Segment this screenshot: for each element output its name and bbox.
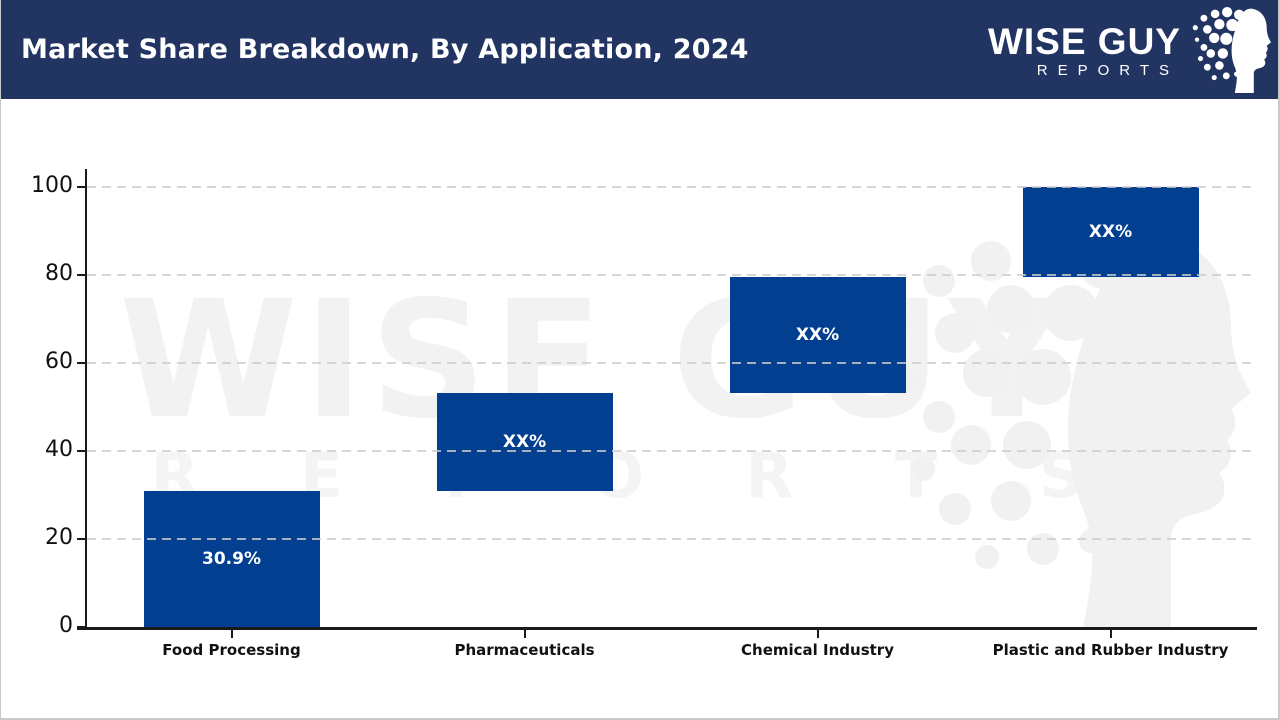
bar-value-label: XX% — [502, 431, 547, 452]
x-tick-mark — [816, 630, 819, 638]
gridline-y80 — [87, 274, 1257, 276]
page-title: Market Share Breakdown, By Application, … — [21, 34, 749, 65]
gridline-y40 — [87, 450, 1257, 452]
gridline-y60 — [87, 362, 1257, 364]
x-tick-mark — [230, 630, 233, 638]
header-banner: Market Share Breakdown, By Application, … — [1, 0, 1278, 99]
waterfall-bar: XX% — [1022, 187, 1199, 277]
category-label: Pharmaceuticals — [454, 641, 595, 659]
y-tick-mark — [77, 626, 85, 628]
watermark-face-icon — [887, 229, 1251, 630]
category-label: Plastic and Rubber Industry — [992, 641, 1229, 659]
category-label: Chemical Industry — [741, 641, 894, 659]
waterfall-chart: WISE GUY R E P O R T S 0 20 40 60 80 100 30.9%… — [1, 99, 1278, 718]
face-profile-logo-icon — [1192, 7, 1271, 93]
y-tick-mark — [77, 186, 85, 188]
y-axis-spine — [85, 169, 87, 630]
x-tick-mark — [523, 630, 526, 638]
bar-value-label: 30.9% — [202, 549, 261, 569]
wise-guy-logo: WISE GUY REPORTS — [988, 6, 1271, 94]
y-tick-label: 100 — [31, 173, 73, 198]
gridline-y100 — [87, 186, 1257, 188]
y-tick-mark — [77, 538, 85, 540]
bar-value-label: XX% — [1088, 221, 1133, 242]
y-tick-label: 0 — [59, 613, 73, 638]
bar-value-label: XX% — [795, 324, 840, 345]
gridline-y20 — [87, 538, 1257, 540]
y-tick-label: 60 — [45, 349, 73, 374]
category-label: Food Processing — [162, 641, 301, 659]
logo-wordmark: WISE GUY REPORTS — [988, 23, 1181, 78]
waterfall-bar: XX% — [436, 392, 613, 492]
x-tick-mark — [1109, 630, 1112, 638]
waterfall-bar: 30.9% — [143, 491, 320, 627]
y-tick-mark — [77, 274, 85, 276]
logo-wordmark-bottom: REPORTS — [1036, 61, 1179, 79]
waterfall-bar: XX% — [729, 276, 906, 393]
y-tick-mark — [77, 362, 85, 364]
logo-wordmark-top: WISE GUY — [987, 20, 1181, 62]
y-tick-label: 80 — [45, 261, 73, 286]
y-tick-mark — [77, 450, 85, 452]
y-tick-label: 20 — [45, 525, 73, 550]
x-axis-spine — [77, 627, 1257, 630]
y-tick-label: 40 — [45, 437, 73, 462]
